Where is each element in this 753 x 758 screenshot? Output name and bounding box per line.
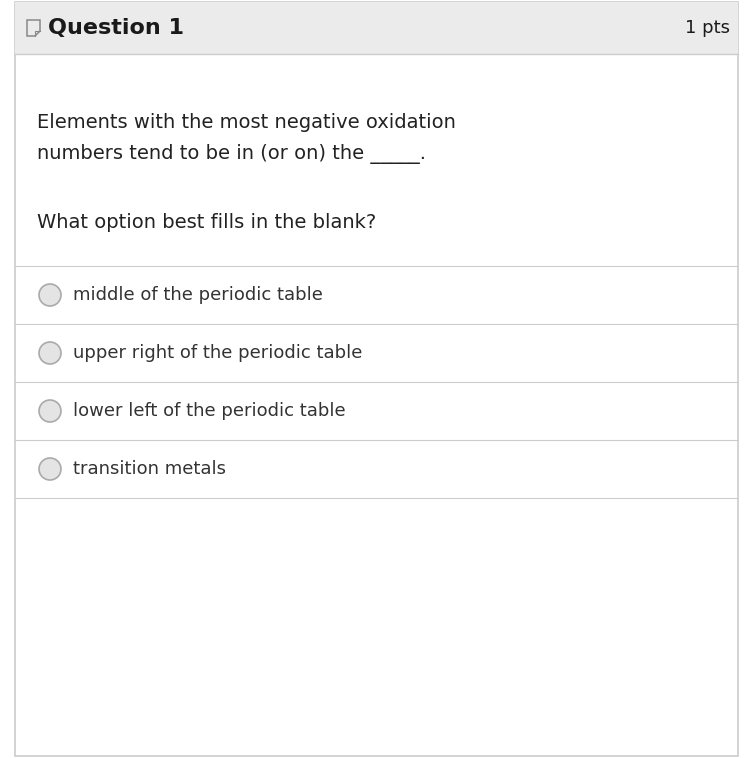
Text: What option best fills in the blank?: What option best fills in the blank? (37, 212, 376, 231)
Circle shape (39, 342, 61, 364)
Circle shape (39, 284, 61, 306)
Text: 1 pts: 1 pts (685, 19, 730, 37)
Text: numbers tend to be in (or on) the _____.: numbers tend to be in (or on) the _____. (37, 144, 426, 164)
Text: lower left of the periodic table: lower left of the periodic table (73, 402, 346, 420)
Text: Question 1: Question 1 (48, 18, 184, 38)
Text: upper right of the periodic table: upper right of the periodic table (73, 344, 362, 362)
Text: Elements with the most negative oxidation: Elements with the most negative oxidatio… (37, 112, 456, 131)
Text: transition metals: transition metals (73, 460, 226, 478)
FancyBboxPatch shape (15, 2, 738, 756)
Circle shape (39, 458, 61, 480)
Circle shape (39, 400, 61, 422)
Text: middle of the periodic table: middle of the periodic table (73, 286, 323, 304)
FancyBboxPatch shape (15, 2, 738, 54)
